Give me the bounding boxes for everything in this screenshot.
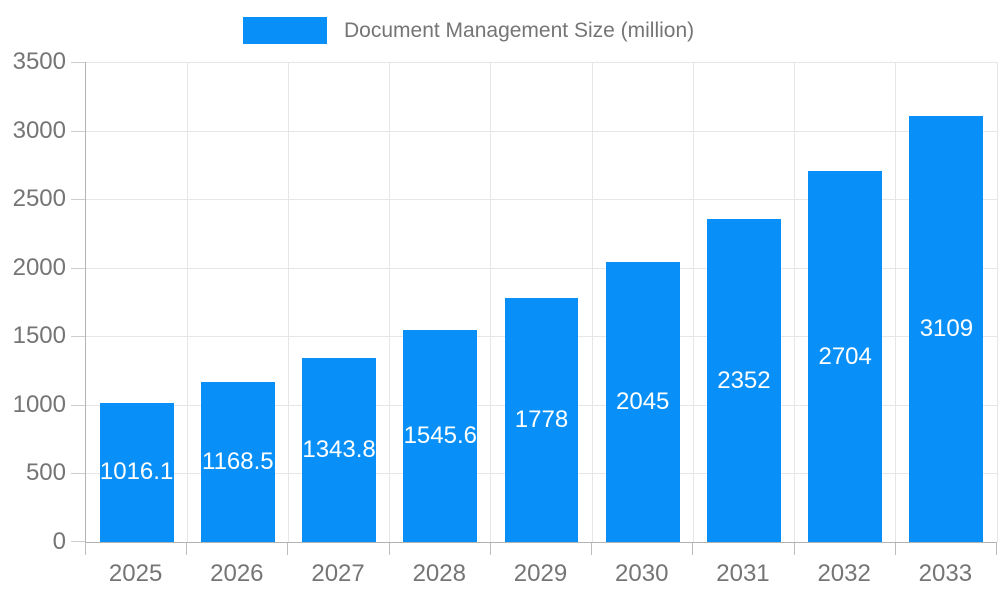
bar-value-label: 1545.6 — [403, 422, 477, 450]
legend-item[interactable]: Document Management Size (million) — [243, 17, 694, 44]
x-tick-7 — [793, 543, 795, 555]
v-gridline-2 — [287, 62, 289, 542]
y-tick-2000 — [71, 267, 85, 269]
y-axis-label-500: 500 — [25, 459, 66, 487]
plot-area: 1016.1 1168.5 1343.8 1545.6 1778 2045 2352 2704… — [85, 62, 998, 543]
v-gridline-9 — [996, 62, 998, 542]
x-tick-5 — [591, 543, 593, 555]
y-tick-500 — [71, 473, 85, 475]
bar-2027[interactable]: 1343.8 — [302, 357, 376, 542]
x-tick-6 — [692, 543, 694, 555]
bar-value-label: 1778 — [514, 406, 569, 434]
y-axis-label-1500: 1500 — [12, 322, 66, 350]
h-gridline-2000 — [86, 267, 997, 269]
v-gridline-3 — [389, 62, 391, 542]
y-tick-3500 — [71, 62, 85, 63]
x-tick-4 — [489, 543, 491, 555]
x-axis-label-2031: 2031 — [716, 560, 770, 587]
v-gridline-5 — [591, 62, 593, 542]
x-axis-label-2030: 2030 — [615, 560, 669, 587]
y-tick-1500 — [71, 336, 85, 338]
h-gridline-3500 — [86, 62, 997, 63]
x-tick-8 — [894, 543, 896, 555]
bar-2025[interactable]: 1016.1 — [99, 402, 174, 542]
y-axis-label-3000: 3000 — [12, 116, 66, 144]
x-axis-label-2032: 2032 — [817, 560, 871, 587]
bar-value-label: 1016.1 — [99, 458, 174, 486]
x-tick-0 — [85, 543, 86, 555]
y-axis-label-0: 0 — [52, 528, 66, 555]
v-gridline-7 — [794, 62, 796, 542]
y-tick-0 — [71, 541, 85, 542]
bar-value-label: 2352 — [717, 366, 771, 394]
bar-2026[interactable]: 1168.5 — [200, 381, 275, 542]
y-tick-1000 — [71, 404, 85, 406]
legend-swatch-icon — [243, 17, 327, 44]
y-axis-label-1000: 1000 — [12, 390, 66, 418]
bar-2029[interactable]: 1778 — [504, 298, 579, 542]
bar-2033[interactable]: 3109 — [909, 115, 984, 542]
x-axis-label-2025: 2025 — [108, 560, 163, 587]
x-axis-label-2026: 2026 — [210, 560, 264, 587]
h-gridline-2500 — [86, 199, 997, 201]
v-gridline-8 — [895, 62, 897, 542]
x-tick-2 — [287, 543, 289, 555]
bar-2028[interactable]: 1545.6 — [403, 330, 478, 542]
bar-2030[interactable]: 2045 — [605, 261, 680, 542]
bar-value-label: 1168.5 — [202, 447, 274, 475]
y-axis-label-3500: 3500 — [12, 48, 66, 75]
y-tick-2500 — [71, 199, 85, 201]
x-tick-3 — [388, 543, 390, 555]
legend-label: Document Management Size (million) — [344, 18, 695, 42]
bar-value-label: 2704 — [818, 342, 872, 370]
y-axis-label-2000: 2000 — [12, 253, 66, 281]
x-tick-1 — [186, 543, 188, 555]
x-axis-label-2027: 2027 — [311, 560, 365, 587]
bar-value-label: 1343.8 — [302, 435, 376, 463]
y-axis-label-2500: 2500 — [12, 185, 66, 213]
x-axis-label-2029: 2029 — [513, 560, 568, 587]
bar-2032[interactable]: 2704 — [808, 171, 883, 542]
v-gridline-6 — [692, 62, 694, 542]
x-axis-label-2033: 2033 — [918, 560, 973, 587]
h-gridline-3000 — [86, 130, 997, 132]
v-gridline-4 — [490, 62, 492, 542]
x-tick-9 — [996, 543, 997, 555]
y-tick-3000 — [71, 130, 85, 132]
bar-value-label: 2045 — [616, 387, 670, 415]
bar-value-label: 3109 — [919, 314, 974, 342]
v-gridline-1 — [186, 62, 188, 542]
bar-2031[interactable]: 2352 — [706, 219, 781, 542]
x-axis-label-2028: 2028 — [412, 560, 466, 587]
